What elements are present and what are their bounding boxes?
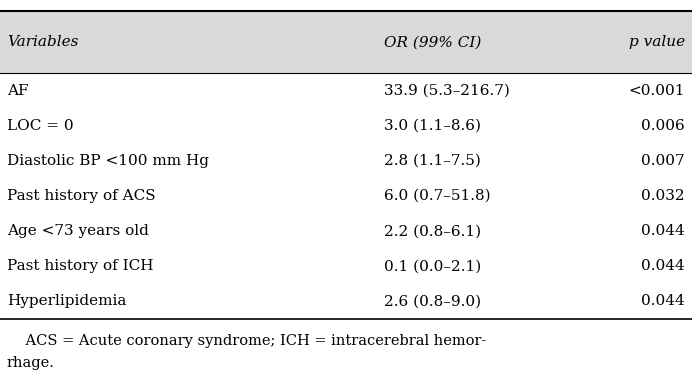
Text: 33.9 (5.3–216.7): 33.9 (5.3–216.7) — [384, 84, 510, 98]
Text: 2.2 (0.8–6.1): 2.2 (0.8–6.1) — [384, 224, 481, 238]
Text: 0.032: 0.032 — [641, 189, 685, 203]
Text: Diastolic BP <100 mm Hg: Diastolic BP <100 mm Hg — [7, 154, 209, 168]
Text: ACS = Acute coronary syndrome; ICH = intracerebral hemor-: ACS = Acute coronary syndrome; ICH = int… — [7, 334, 486, 347]
Text: rhage.: rhage. — [7, 356, 55, 370]
Text: 0.044: 0.044 — [641, 259, 685, 273]
Text: 0.007: 0.007 — [641, 154, 685, 168]
Text: 6.0 (0.7–51.8): 6.0 (0.7–51.8) — [384, 189, 491, 203]
Bar — [0, 11, 692, 73]
Text: p value: p value — [629, 35, 685, 49]
Text: 3.0 (1.1–8.6): 3.0 (1.1–8.6) — [384, 119, 481, 133]
Text: 0.044: 0.044 — [641, 224, 685, 238]
Text: 0.006: 0.006 — [641, 119, 685, 133]
Text: OR (99% CI): OR (99% CI) — [384, 35, 482, 49]
Text: AF: AF — [7, 84, 28, 98]
Text: 2.6 (0.8–9.0): 2.6 (0.8–9.0) — [384, 294, 481, 308]
Text: Past history of ACS: Past history of ACS — [7, 189, 156, 203]
Text: Hyperlipidemia: Hyperlipidemia — [7, 294, 127, 308]
Text: Variables: Variables — [7, 35, 78, 49]
Text: 0.044: 0.044 — [641, 294, 685, 308]
Text: Past history of ICH: Past history of ICH — [7, 259, 154, 273]
Text: LOC = 0: LOC = 0 — [7, 119, 73, 133]
Text: 0.1 (0.0–2.1): 0.1 (0.0–2.1) — [384, 259, 482, 273]
Text: <0.001: <0.001 — [628, 84, 685, 98]
Text: 2.8 (1.1–7.5): 2.8 (1.1–7.5) — [384, 154, 481, 168]
Text: Age <73 years old: Age <73 years old — [7, 224, 149, 238]
